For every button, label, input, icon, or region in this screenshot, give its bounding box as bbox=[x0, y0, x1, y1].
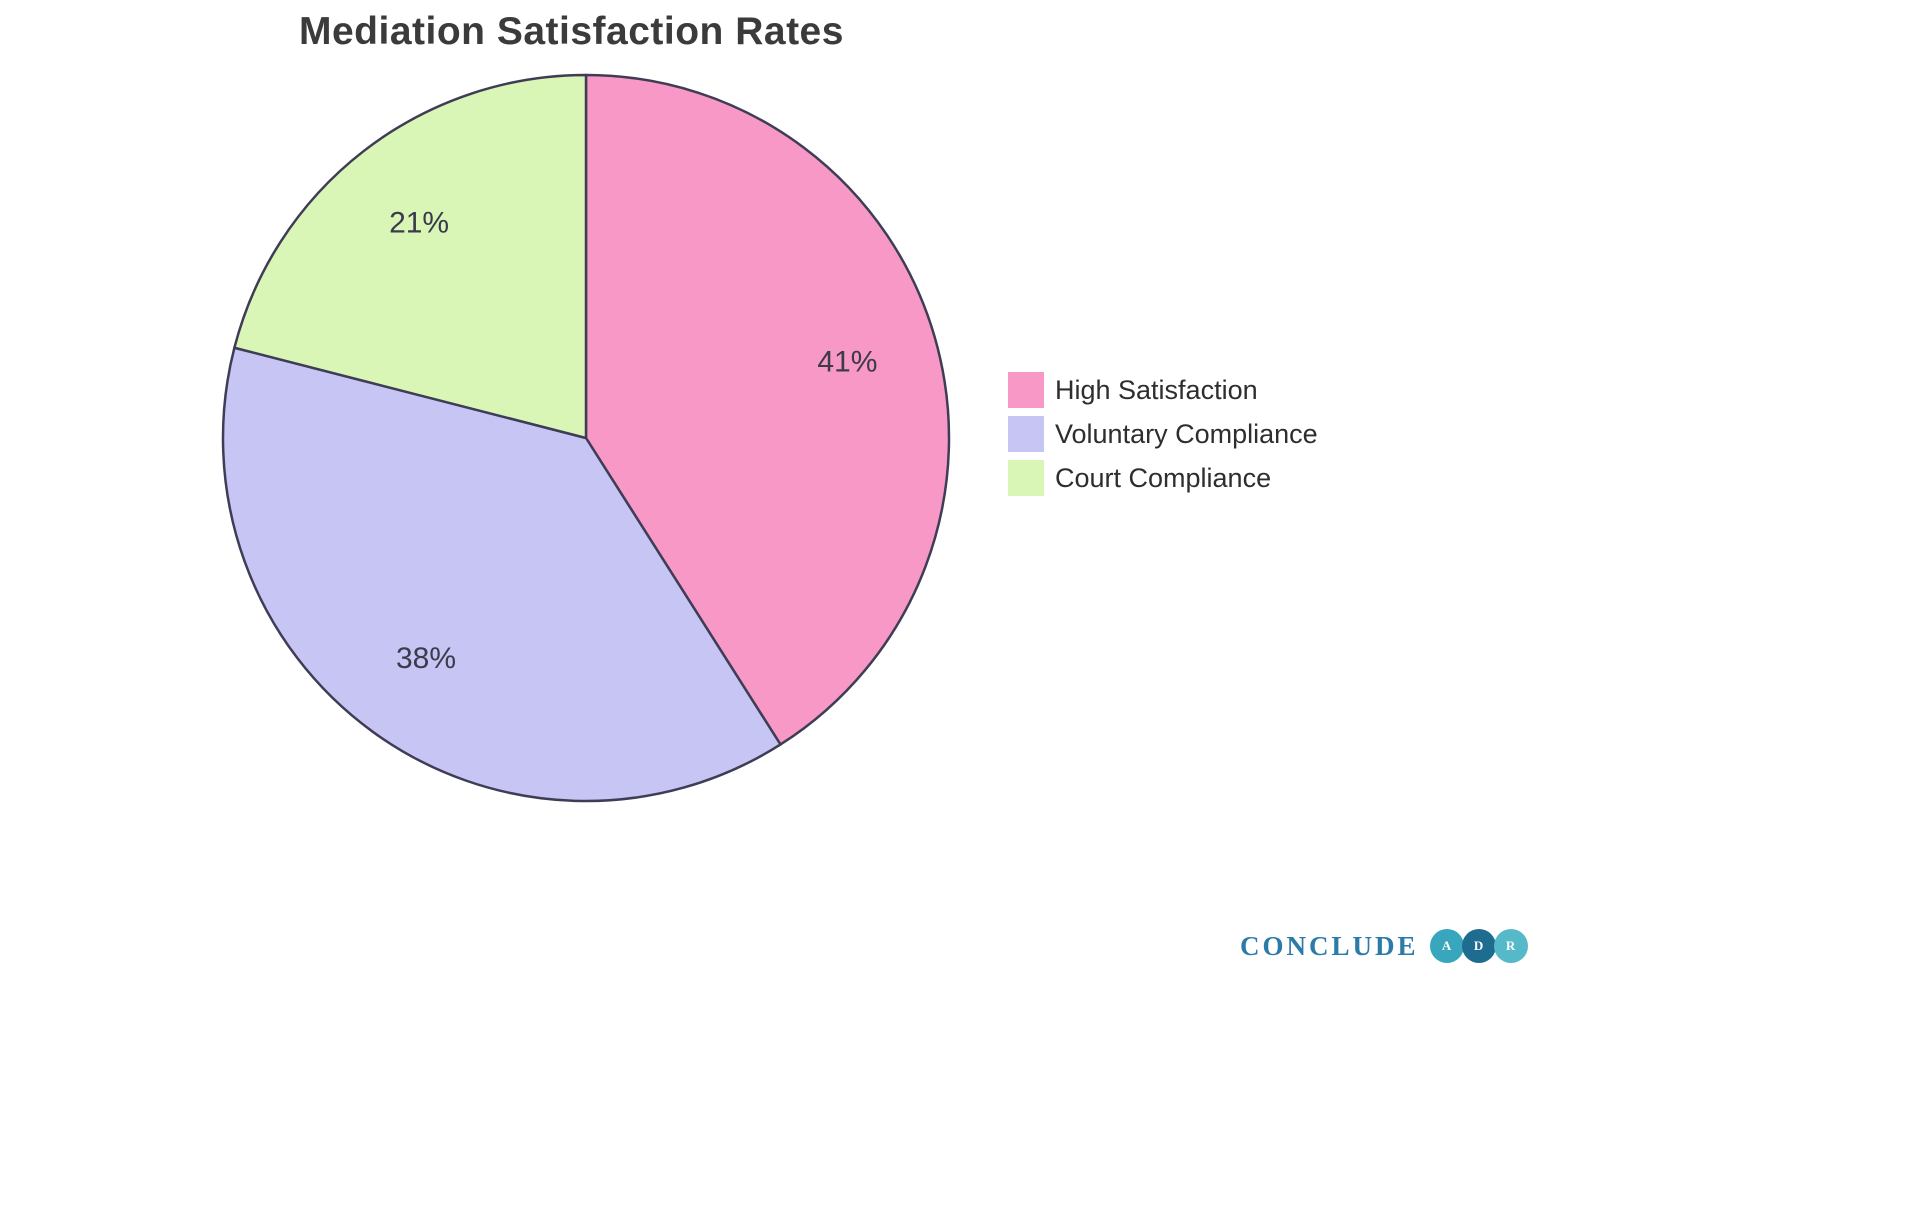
legend-item-high-satisfaction: High Satisfaction bbox=[1008, 372, 1318, 408]
brand-logo: CONCLUDE A D R bbox=[1240, 926, 1528, 966]
slice-label-0: 41% bbox=[817, 346, 877, 379]
chart-title: Mediation Satisfaction Rates bbox=[299, 10, 844, 53]
legend-item-court-compliance: Court Compliance bbox=[1008, 460, 1318, 496]
slice-label-2: 21% bbox=[389, 206, 449, 239]
legend-label-voluntary-compliance: Voluntary Compliance bbox=[1055, 418, 1318, 449]
legend-swatch-voluntary-compliance bbox=[1008, 416, 1044, 452]
pie-slice-0 bbox=[584, 73, 951, 746]
legend-label-court-compliance: Court Compliance bbox=[1055, 462, 1272, 493]
brand-wordmark: CONCLUDE bbox=[1240, 930, 1419, 961]
brand-badge-r-icon: R bbox=[1493, 929, 1528, 963]
legend-swatch-court-compliance bbox=[1008, 460, 1044, 496]
legend: High Satisfaction Voluntary Compliance C… bbox=[1008, 372, 1318, 496]
legend-item-voluntary-compliance: Voluntary Compliance bbox=[1008, 416, 1318, 452]
brand-badge-d-icon: D bbox=[1461, 929, 1496, 963]
slice-label-1: 38% bbox=[396, 642, 456, 675]
pie-chart: 41% 38% 21% bbox=[221, 73, 951, 803]
legend-label-high-satisfaction: High Satisfaction bbox=[1055, 374, 1258, 405]
brand-badge-a-icon: A bbox=[1429, 929, 1464, 963]
legend-swatch-high-satisfaction bbox=[1008, 372, 1044, 408]
pie-slice-2 bbox=[233, 73, 588, 440]
pie-slice-1 bbox=[221, 346, 782, 803]
